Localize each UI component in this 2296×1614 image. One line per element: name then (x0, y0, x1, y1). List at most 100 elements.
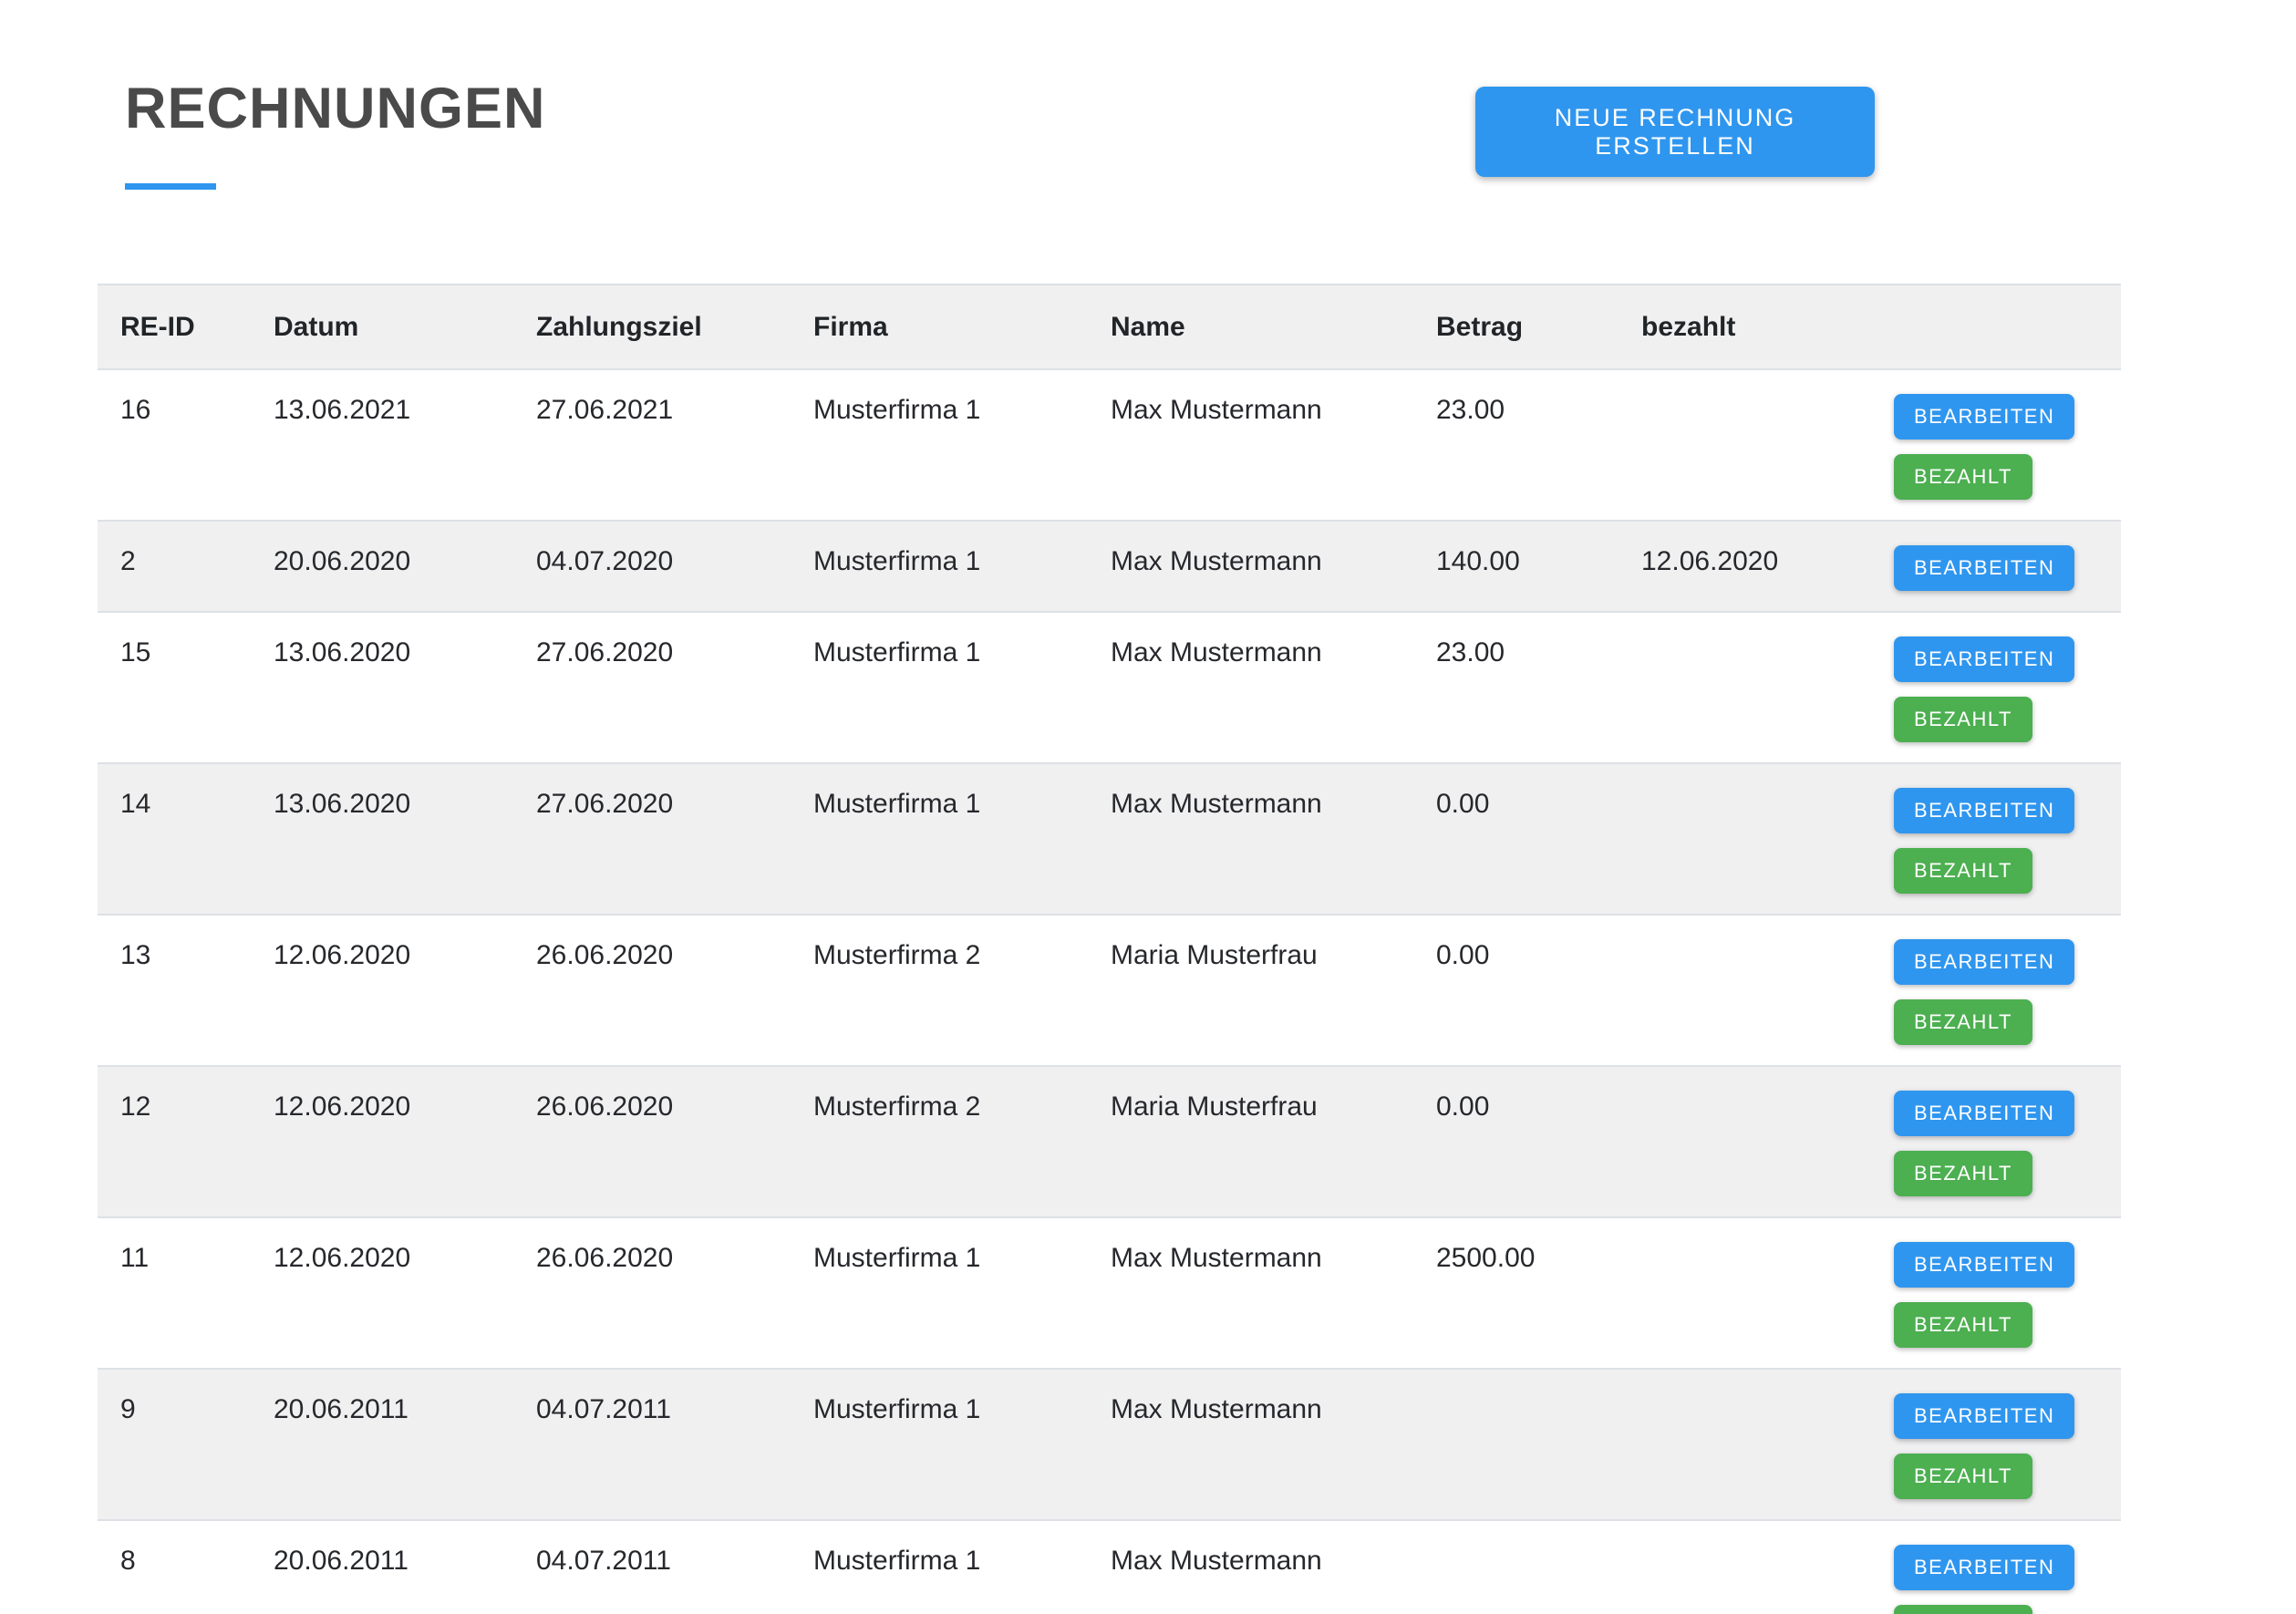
bearbeiten-button[interactable]: BEARBEITEN (1894, 788, 2075, 833)
cell-name: Max Mustermann (1111, 789, 1322, 819)
bearbeiten-button[interactable]: BEARBEITEN (1894, 1242, 2075, 1288)
cell-re-id: 8 (120, 1546, 136, 1576)
create-invoice-button[interactable]: NEUE RECHNUNG ERSTELLEN (1475, 87, 1875, 177)
action-button-stack: BEARBEITEN BEZAHLT (1894, 1242, 2121, 1348)
cell-betrag: 23.00 (1436, 395, 1505, 425)
action-button-stack: BEARBEITEN BEZAHLT (1894, 636, 2121, 742)
cell-re-id: 9 (120, 1394, 136, 1424)
cell-re-id: 16 (120, 395, 151, 425)
cell-zahlungsziel: 27.06.2020 (536, 789, 674, 819)
cell-bezahlt (1619, 612, 1849, 763)
column-header-zahlungsziel: Zahlungsziel (536, 312, 702, 342)
bearbeiten-button[interactable]: BEARBEITEN (1894, 939, 2075, 985)
cell-actions: BEARBEITEN BEZAHLT (1849, 369, 2121, 521)
bearbeiten-button[interactable]: BEARBEITEN (1894, 394, 2075, 440)
cell-betrag: 0.00 (1436, 1092, 1490, 1122)
action-button-stack: BEARBEITEN BEZAHLT (1894, 939, 2121, 1045)
cell-actions: BEARBEITEN BEZAHLT (1849, 1369, 2121, 1520)
cell-firma: Musterfirma 1 (813, 789, 981, 819)
table-row: 11 12.06.2020 26.06.2020 Musterfirma 1 Max M… (98, 1217, 2121, 1369)
table-header: RE-ID Datum Zahlungsziel Firma Name Betr… (98, 285, 2121, 369)
cell-name: Maria Musterfrau (1111, 1092, 1318, 1122)
cell-zahlungsziel: 04.07.2011 (536, 1394, 671, 1424)
cell-re-id: 13 (120, 940, 151, 970)
cell-bezahlt: 12.06.2020 (1641, 546, 1779, 576)
action-button-stack: BEARBEITEN BEZAHLT (1894, 788, 2121, 894)
table-body: 16 13.06.2021 27.06.2021 Musterfirma 1 Max M… (98, 369, 2121, 1614)
table-row: 8 20.06.2011 04.07.2011 Musterfirma 1 Max Mu… (98, 1520, 2121, 1614)
cell-firma: Musterfirma 1 (813, 1546, 981, 1576)
cell-zahlungsziel: 04.07.2011 (536, 1546, 671, 1576)
cell-zahlungsziel: 26.06.2020 (536, 1243, 674, 1273)
cell-bezahlt (1619, 1217, 1849, 1369)
cell-actions: BEARBEITEN BEZAHLT (1849, 1066, 2121, 1217)
cell-name: Maria Musterfrau (1111, 940, 1318, 970)
cell-name: Max Mustermann (1111, 1394, 1322, 1424)
cell-re-id: 2 (120, 546, 136, 576)
column-header-actions (1849, 285, 2121, 369)
column-header-datum: Datum (274, 312, 359, 342)
action-button-stack: BEARBEITEN BEZAHLT (1894, 1091, 2121, 1196)
bezahlt-button[interactable]: BEZAHLT (1894, 454, 2032, 500)
table-row: 12 12.06.2020 26.06.2020 Musterfirma 2 Maria… (98, 1066, 2121, 1217)
column-header-betrag: Betrag (1436, 312, 1524, 342)
cell-datum: 20.06.2020 (274, 546, 411, 576)
cell-firma: Musterfirma 1 (813, 546, 981, 576)
cell-actions: BEARBEITEN BEZAHLT (1849, 1217, 2121, 1369)
cell-datum: 12.06.2020 (274, 940, 411, 970)
cell-datum: 12.06.2020 (274, 1243, 411, 1273)
page-title: RECHNUNGEN (125, 77, 546, 140)
cell-actions: BEARBEITEN (1849, 521, 2121, 612)
cell-datum: 12.06.2020 (274, 1092, 411, 1122)
bearbeiten-button[interactable]: BEARBEITEN (1894, 1545, 2075, 1590)
bezahlt-button[interactable]: BEZAHLT (1894, 1605, 2032, 1614)
cell-firma: Musterfirma 1 (813, 637, 981, 667)
cell-firma: Musterfirma 2 (813, 940, 981, 970)
column-header-re-id: RE-ID (120, 312, 195, 342)
cell-re-id: 14 (120, 789, 151, 819)
column-header-firma: Firma (813, 312, 888, 342)
cell-betrag (1413, 1369, 1619, 1520)
table-row: 16 13.06.2021 27.06.2021 Musterfirma 1 Max M… (98, 369, 2121, 521)
action-button-stack: BEARBEITEN (1894, 545, 2121, 591)
cell-datum: 13.06.2020 (274, 789, 411, 819)
header-row: RE-ID Datum Zahlungsziel Firma Name Betr… (98, 285, 2121, 369)
cell-firma: Musterfirma 1 (813, 1243, 981, 1273)
cell-re-id: 15 (120, 637, 151, 667)
cell-zahlungsziel: 26.06.2020 (536, 940, 674, 970)
bearbeiten-button[interactable]: BEARBEITEN (1894, 1393, 2075, 1439)
cell-name: Max Mustermann (1111, 395, 1322, 425)
bearbeiten-button[interactable]: BEARBEITEN (1894, 1091, 2075, 1136)
cell-re-id: 11 (120, 1243, 150, 1273)
cell-bezahlt (1619, 915, 1849, 1066)
table-row: 14 13.06.2020 27.06.2020 Musterfirma 1 Max M… (98, 763, 2121, 915)
bearbeiten-button[interactable]: BEARBEITEN (1894, 545, 2075, 591)
action-button-stack: BEARBEITEN BEZAHLT (1894, 394, 2121, 500)
cell-bezahlt (1619, 1066, 1849, 1217)
cell-bezahlt (1619, 1369, 1849, 1520)
cell-firma: Musterfirma 1 (813, 395, 981, 425)
column-header-name: Name (1111, 312, 1185, 342)
bezahlt-button[interactable]: BEZAHLT (1894, 1302, 2032, 1348)
cell-betrag: 0.00 (1436, 789, 1490, 819)
cell-firma: Musterfirma 2 (813, 1092, 981, 1122)
bezahlt-button[interactable]: BEZAHLT (1894, 1151, 2032, 1196)
table-row: 9 20.06.2011 04.07.2011 Musterfirma 1 Max Mu… (98, 1369, 2121, 1520)
cell-re-id: 12 (120, 1092, 151, 1122)
cell-datum: 13.06.2021 (274, 395, 411, 425)
bezahlt-button[interactable]: BEZAHLT (1894, 1454, 2032, 1499)
action-button-stack: BEARBEITEN BEZAHLT (1894, 1393, 2121, 1499)
cell-name: Max Mustermann (1111, 1546, 1322, 1576)
column-header-bezahlt: bezahlt (1641, 312, 1736, 342)
cell-zahlungsziel: 27.06.2020 (536, 637, 674, 667)
bezahlt-button[interactable]: BEZAHLT (1894, 848, 2032, 894)
cell-bezahlt (1619, 369, 1849, 521)
cell-name: Max Mustermann (1111, 637, 1322, 667)
cell-datum: 20.06.2011 (274, 1546, 409, 1576)
bearbeiten-button[interactable]: BEARBEITEN (1894, 636, 2075, 682)
bezahlt-button[interactable]: BEZAHLT (1894, 999, 2032, 1045)
bezahlt-button[interactable]: BEZAHLT (1894, 697, 2032, 742)
cell-betrag: 23.00 (1436, 637, 1505, 667)
cell-actions: BEARBEITEN BEZAHLT (1849, 915, 2121, 1066)
cell-betrag: 0.00 (1436, 940, 1490, 970)
